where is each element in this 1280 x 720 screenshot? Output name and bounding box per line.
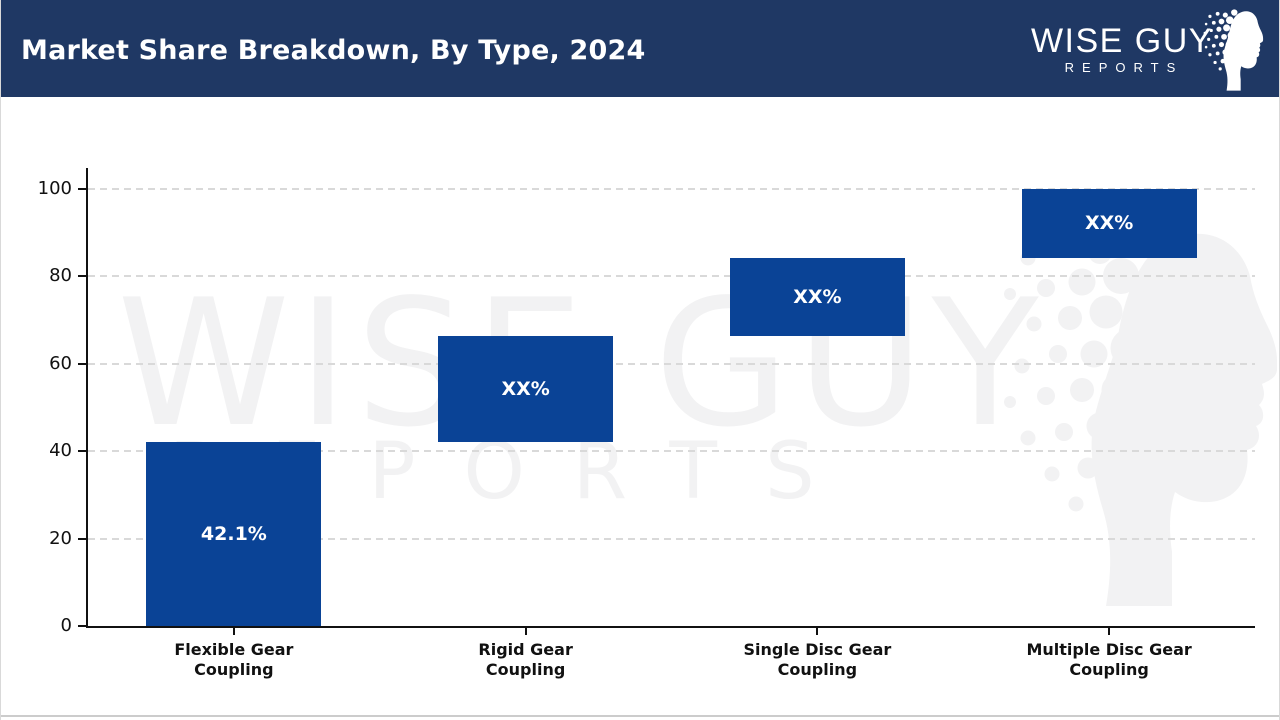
- gridline: [88, 275, 1255, 277]
- y-axis-tick-label: 20: [49, 527, 72, 549]
- logo-wordmark: WISE GUY: [1030, 21, 1213, 60]
- page-title: Market Share Breakdown, By Type, 2024: [21, 35, 646, 66]
- y-axis-tick-label: 100: [37, 177, 72, 199]
- chart-plot: 0 20 40 60 80 100 42.1% Flexible Gear Coupling X…: [1, 97, 1279, 715]
- chart-area: WISE GUY REPORTS 0 20 40 60 80 100 42.1% Flexib…: [1, 97, 1279, 715]
- dotted-head-icon: [1203, 8, 1264, 91]
- bar-value-label: XX%: [1084, 212, 1134, 235]
- bar-value-label: XX%: [793, 286, 842, 308]
- x-axis-tick: [232, 628, 235, 635]
- x-axis-tick: [816, 628, 819, 635]
- y-axis-tick: [78, 362, 86, 365]
- wise-guy-logo: WISE GUY REPORTS: [1031, 7, 1265, 91]
- gridline: [88, 537, 1255, 540]
- gridline: [88, 187, 1255, 190]
- waterfall-bar: XX%: [729, 257, 905, 337]
- x-axis-tick: [524, 628, 527, 635]
- y-axis-tick: [78, 450, 86, 452]
- y-axis-tick-label: 80: [49, 265, 72, 286]
- y-axis-tick: [78, 275, 86, 277]
- y-axis-tick-label: 40: [49, 440, 72, 461]
- y-axis-tick: [78, 625, 86, 627]
- bar-value-label: 42.1%: [200, 522, 267, 545]
- waterfall-bar: 42.1%: [146, 441, 322, 626]
- y-axis-tick: [78, 537, 86, 540]
- bottom-divider: [1, 715, 1279, 717]
- waterfall-bar: XX%: [438, 336, 614, 442]
- x-axis-category-label: Flexible Gear Coupling: [174, 640, 294, 679]
- logo-subtitle: REPORTS: [1064, 59, 1184, 75]
- waterfall-bar: XX%: [1021, 188, 1197, 258]
- header-bar: Market Share Breakdown, By Type, 2024 WI…: [1, 0, 1279, 97]
- y-axis-tick-label: 60: [49, 352, 72, 374]
- x-axis-category-label: Multiple Disc Gear Coupling: [1026, 640, 1192, 679]
- x-axis-line: [86, 626, 1255, 628]
- y-axis-line: [86, 168, 88, 628]
- y-axis-tick-label: 0: [60, 615, 72, 636]
- y-axis-tick: [78, 187, 86, 190]
- x-axis-category-label: Single Disc Gear Coupling: [743, 640, 892, 679]
- x-axis-category-label: Rigid Gear Coupling: [478, 640, 573, 679]
- x-axis-tick: [1108, 628, 1111, 635]
- gridline: [88, 450, 1255, 452]
- bar-value-label: XX%: [501, 378, 550, 401]
- gridline: [88, 362, 1255, 365]
